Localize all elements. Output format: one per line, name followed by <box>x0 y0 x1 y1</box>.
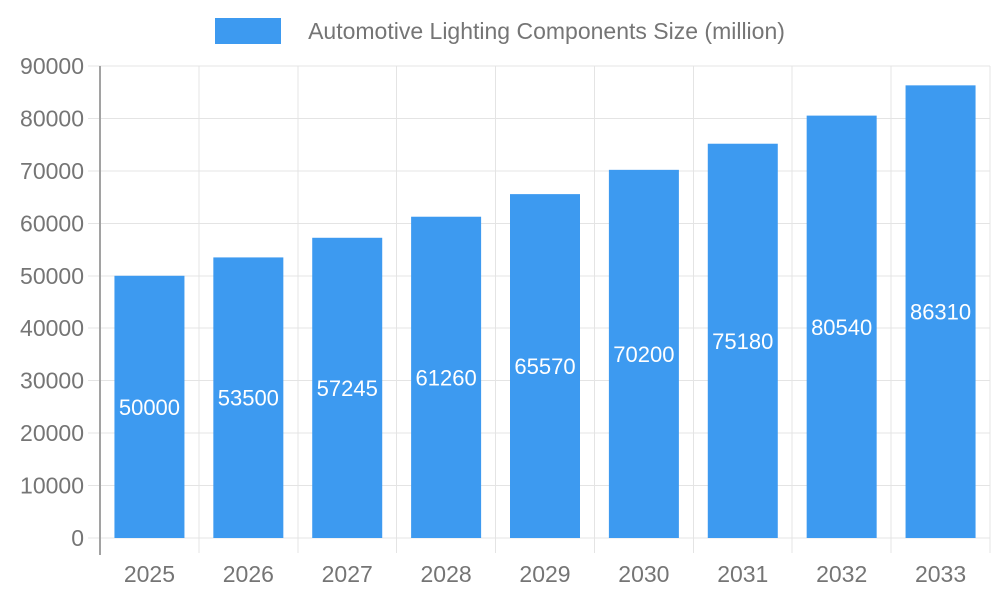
bar-value-label: 50000 <box>119 395 180 420</box>
y-tick-label: 90000 <box>20 53 84 79</box>
bar[interactable] <box>608 169 679 538</box>
x-tick-label: 2029 <box>519 561 570 587</box>
y-tick-label: 10000 <box>20 473 84 499</box>
bar-value-label: 53500 <box>218 386 279 411</box>
y-tick-label: 20000 <box>20 420 84 446</box>
y-tick-label: 40000 <box>20 315 84 341</box>
bar[interactable] <box>213 257 284 538</box>
bar[interactable] <box>114 275 185 538</box>
x-tick-label: 2031 <box>717 561 768 587</box>
y-tick-label: 30000 <box>20 368 84 394</box>
x-tick-label: 2033 <box>915 561 966 587</box>
bar[interactable] <box>806 115 877 539</box>
y-tick-label: 70000 <box>20 158 84 184</box>
x-tick-label: 2028 <box>421 561 472 587</box>
bar-value-label: 75180 <box>712 329 773 354</box>
y-tick-label: 60000 <box>20 210 84 236</box>
x-tick-label: 2026 <box>223 561 274 587</box>
y-tick-label: 50000 <box>20 263 84 289</box>
bar[interactable] <box>510 194 580 539</box>
bar-value-label: 57245 <box>317 376 378 401</box>
x-tick-label: 2032 <box>816 561 867 587</box>
bar[interactable] <box>312 237 383 538</box>
x-tick-label: 2030 <box>618 561 669 587</box>
y-tick-label: 0 <box>71 525 84 551</box>
bar[interactable] <box>707 143 778 539</box>
bar-value-label: 86310 <box>910 300 971 325</box>
bar[interactable] <box>411 216 482 538</box>
chart-legend[interactable]: Automotive Lighting Components Size (mil… <box>0 17 1000 45</box>
x-tick-label: 2025 <box>124 561 175 587</box>
bar[interactable] <box>905 85 976 539</box>
legend-swatch <box>215 18 282 44</box>
bar-value-label: 65570 <box>514 354 575 379</box>
bar-value-label: 70200 <box>613 342 674 367</box>
legend-label: Automotive Lighting Components Size (mil… <box>308 18 785 44</box>
x-tick-label: 2027 <box>322 561 373 587</box>
y-tick-label: 80000 <box>20 105 84 131</box>
bar-value-label: 80540 <box>811 315 872 340</box>
bar-value-label: 61260 <box>416 365 477 390</box>
